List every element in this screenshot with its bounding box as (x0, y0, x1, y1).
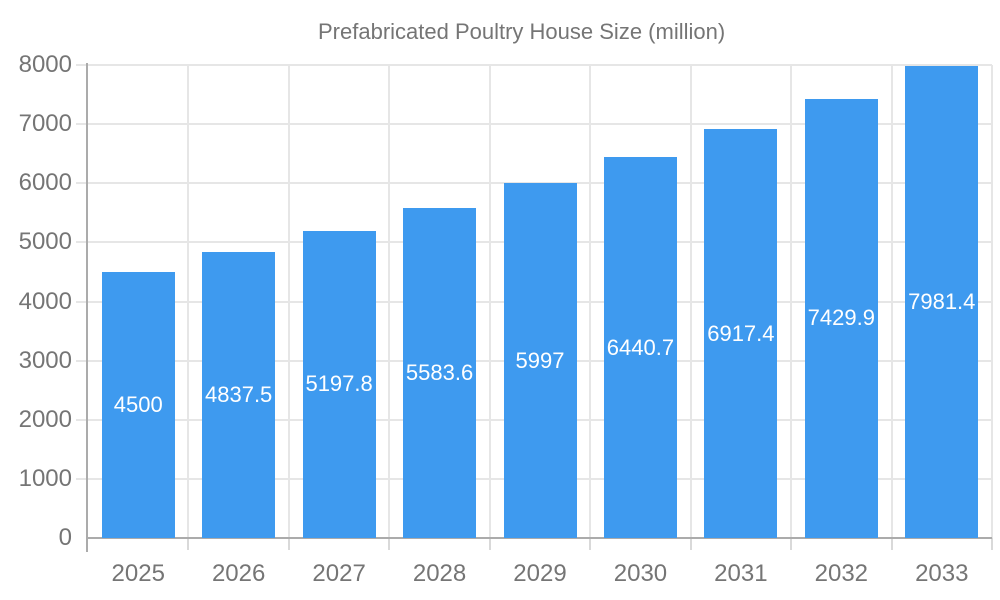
x-axis-tick (689, 538, 692, 550)
x-axis-tick (790, 538, 793, 550)
bar-2028[interactable] (403, 207, 477, 538)
legend-label: Prefabricated Poultry House Size (millio… (318, 19, 726, 44)
x-axis-label: 2029 (513, 560, 567, 587)
y-axis-label: 3000 (18, 346, 72, 374)
x-axis-label: 2032 (814, 560, 869, 587)
bar-value-label: 5997 (515, 347, 565, 373)
gridline-vertical (589, 65, 592, 538)
legend-swatch (227, 20, 303, 44)
gridline-vertical (890, 65, 893, 538)
x-axis-tick (890, 538, 893, 550)
gridline-vertical (790, 65, 793, 538)
bar-value-label: 4500 (113, 391, 163, 417)
legend: Prefabricated Poultry House Size (millio… (227, 19, 725, 45)
bar-2033[interactable] (905, 66, 979, 538)
x-axis-label: 2027 (312, 560, 366, 587)
y-axis-label: 7000 (18, 110, 72, 138)
y-axis-label: 4000 (18, 287, 72, 315)
y-axis-line (86, 63, 88, 552)
y-axis-label: 6000 (18, 169, 72, 197)
gridline-horizontal (76, 64, 992, 66)
bar-value-label: 7429.9 (807, 305, 875, 331)
x-axis-label: 2028 (412, 560, 467, 587)
x-axis-tick (488, 538, 491, 550)
bar-2025[interactable] (101, 271, 175, 538)
bar-value-label: 6917.4 (707, 320, 775, 346)
x-axis-label: 2031 (714, 560, 768, 587)
x-axis-tick (287, 538, 290, 550)
x-axis-label: 2026 (211, 560, 266, 587)
gridline-vertical (388, 65, 391, 538)
y-axis-label: 8000 (18, 51, 72, 78)
bar-2026[interactable] (202, 251, 276, 538)
bar-2027[interactable] (302, 230, 376, 538)
x-axis-tick (187, 538, 190, 550)
bar-value-label: 6440.7 (606, 334, 675, 360)
gridline-vertical (287, 65, 290, 538)
x-axis-tick (388, 538, 391, 550)
gridline-vertical (187, 65, 190, 538)
bar-2032[interactable] (804, 98, 878, 538)
bar-2029[interactable] (503, 183, 577, 538)
gridline-horizontal (76, 182, 992, 185)
bar-2030[interactable] (603, 157, 677, 538)
gridline-vertical (991, 65, 993, 538)
bar-value-label: 4837.5 (205, 381, 273, 407)
x-axis-line (86, 537, 992, 539)
bar-2031[interactable] (704, 129, 778, 538)
bar-value-label: 7981.4 (908, 289, 976, 315)
y-axis-label: 0 (58, 524, 72, 551)
x-axis-tick (991, 538, 993, 550)
gridline-vertical (689, 65, 692, 538)
bar-value-label: 5583.6 (405, 359, 474, 385)
bar-value-label: 5197.8 (305, 371, 373, 397)
y-axis-label: 1000 (18, 464, 72, 492)
x-axis-label: 2025 (111, 560, 165, 587)
x-axis-label: 2033 (915, 560, 969, 587)
y-axis-label: 5000 (18, 228, 72, 256)
gridline-vertical (488, 65, 491, 538)
x-axis-tick (589, 538, 592, 550)
gridline-horizontal (76, 123, 992, 126)
x-axis-label: 2030 (613, 560, 668, 587)
y-axis-label: 2000 (18, 405, 72, 433)
